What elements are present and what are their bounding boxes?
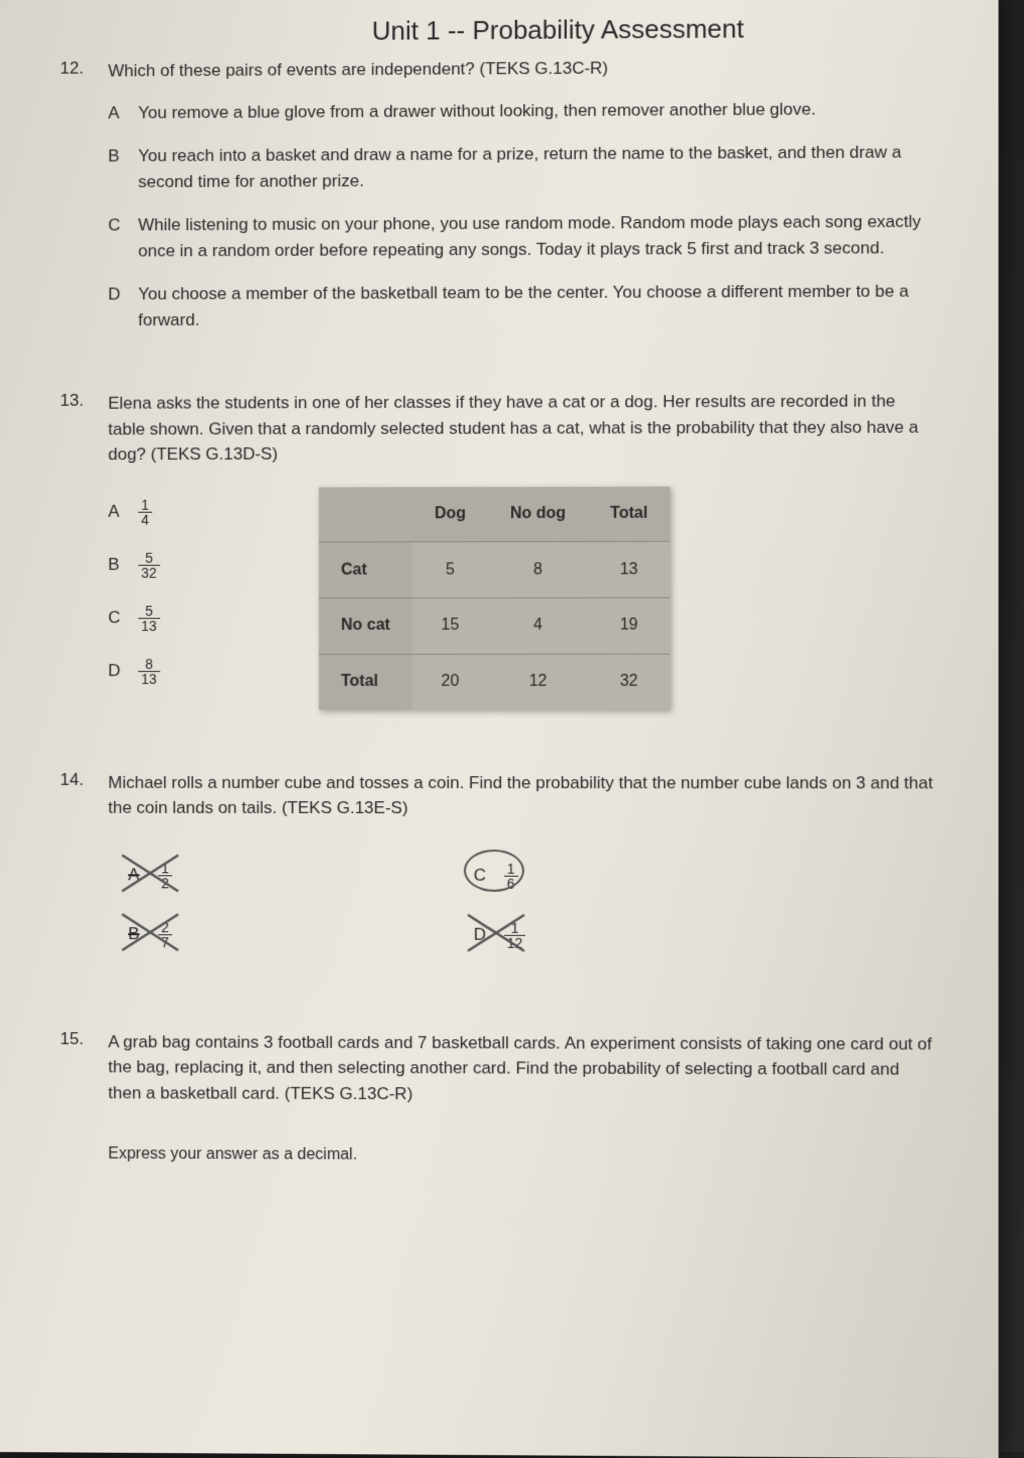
- choice-b: B 532: [108, 550, 289, 579]
- question-14: 14. Michael rolls a number cube and toss…: [60, 770, 937, 981]
- choice-list: A You remove a blue glove from a drawer …: [108, 95, 937, 332]
- table-row-header: No cat: [319, 598, 412, 654]
- data-table: Dog No dog Total Cat 5 8 13 No cat 15 4: [319, 486, 670, 709]
- question-13: 13. Elena asks the students in one of he…: [60, 388, 937, 709]
- choice-letter: C: [108, 212, 138, 263]
- question-number: 13.: [60, 391, 108, 710]
- choice-letter: B: [108, 552, 138, 578]
- fraction: 27: [158, 920, 172, 949]
- table-row-header: Total: [319, 654, 412, 709]
- question-number: 15.: [60, 1029, 108, 1106]
- table-cell: 13: [588, 542, 670, 598]
- question-body: Elena asks the students in one of her cl…: [108, 388, 937, 709]
- table-row: Cat 5 8 13: [319, 542, 670, 599]
- choice-a: A 12: [128, 861, 172, 890]
- question-prompt: Michael rolls a number cube and tosses a…: [108, 770, 937, 822]
- fraction: 112: [504, 920, 526, 949]
- choice-text: You reach into a basket and draw a name …: [138, 139, 937, 194]
- question-number: 12.: [60, 58, 108, 350]
- question-prompt: Which of these pairs of events are indep…: [108, 54, 937, 84]
- table-cell: 20: [412, 654, 488, 709]
- table-row: No cat 15 4 19: [319, 598, 670, 654]
- choice-letter: C: [108, 605, 138, 631]
- choice-d: D You choose a member of the basketball …: [108, 278, 937, 332]
- question-prompt: Elena asks the students in one of her cl…: [108, 388, 937, 467]
- fraction: 16: [504, 861, 518, 890]
- worksheet-page: Unit 1 -- Probability Assessment 12. Whi…: [0, 0, 998, 1458]
- table-row-header: Cat: [319, 542, 412, 598]
- choice-letter: C: [474, 863, 504, 889]
- table-cell: 19: [588, 598, 670, 654]
- choice-letter: D: [108, 281, 138, 332]
- question-number: 14.: [60, 770, 108, 979]
- question-15: 15. A grab bag contains 3 football cards…: [60, 1029, 937, 1108]
- question-body: Michael rolls a number cube and tosses a…: [108, 770, 937, 981]
- table-cell: 32: [588, 654, 670, 710]
- table-header: No dog: [488, 486, 588, 542]
- table-cell: 15: [412, 598, 488, 654]
- table-cell: 12: [488, 654, 588, 710]
- choice-d: D 112: [474, 920, 526, 949]
- choice-letter: B: [128, 921, 158, 947]
- question-12: 12. Which of these pairs of events are i…: [60, 54, 937, 351]
- choice-letter: B: [108, 143, 138, 194]
- choice-b: B You reach into a basket and draw a nam…: [108, 139, 937, 194]
- choice-letter: D: [474, 922, 504, 948]
- question-body: Which of these pairs of events are indep…: [108, 54, 937, 351]
- table-cell: 4: [488, 598, 588, 654]
- choice-letter: A: [108, 499, 138, 525]
- choice-b: B 27: [128, 920, 172, 949]
- choice-letter: A: [128, 862, 158, 888]
- table-header-row: Dog No dog Total: [319, 486, 670, 542]
- choice-a: A You remove a blue glove from a drawer …: [108, 95, 937, 125]
- choice-text: While listening to music on your phone, …: [138, 209, 937, 264]
- fraction: 813: [138, 656, 160, 685]
- table-header: [319, 487, 412, 543]
- choice-text: You choose a member of the basketball te…: [138, 278, 937, 332]
- choice-c: C While listening to music on your phone…: [108, 209, 937, 264]
- question-body: A grab bag contains 3 football cards and…: [108, 1029, 937, 1108]
- choice-text: You remove a blue glove from a drawer wi…: [138, 95, 937, 125]
- fraction: 14: [138, 497, 152, 526]
- choice-letter: D: [108, 658, 138, 684]
- choice-c: C 513: [108, 603, 289, 632]
- fraction: 513: [138, 603, 160, 632]
- fraction: 12: [158, 861, 172, 890]
- table-cell: 5: [412, 542, 488, 598]
- table-header: Total: [588, 486, 670, 542]
- table-row: Total 20 12 32: [319, 654, 670, 710]
- choice-letter: A: [108, 100, 138, 126]
- answer-instruction: Express your answer as a decimal.: [108, 1145, 937, 1166]
- question-prompt: A grab bag contains 3 football cards and…: [108, 1029, 937, 1108]
- fraction: 532: [138, 550, 160, 579]
- table-header: Dog: [412, 486, 488, 542]
- choice-list: A 12 B 27 C 16: [128, 861, 937, 981]
- choice-c: C 16: [474, 861, 526, 890]
- choice-d: D 813: [108, 656, 289, 685]
- choice-a: A 14: [108, 497, 289, 526]
- choice-list: A 14 B 532 C 513 D 813: [108, 497, 289, 710]
- page-title: Unit 1 -- Probability Assessment: [180, 12, 937, 48]
- table-cell: 8: [488, 542, 588, 598]
